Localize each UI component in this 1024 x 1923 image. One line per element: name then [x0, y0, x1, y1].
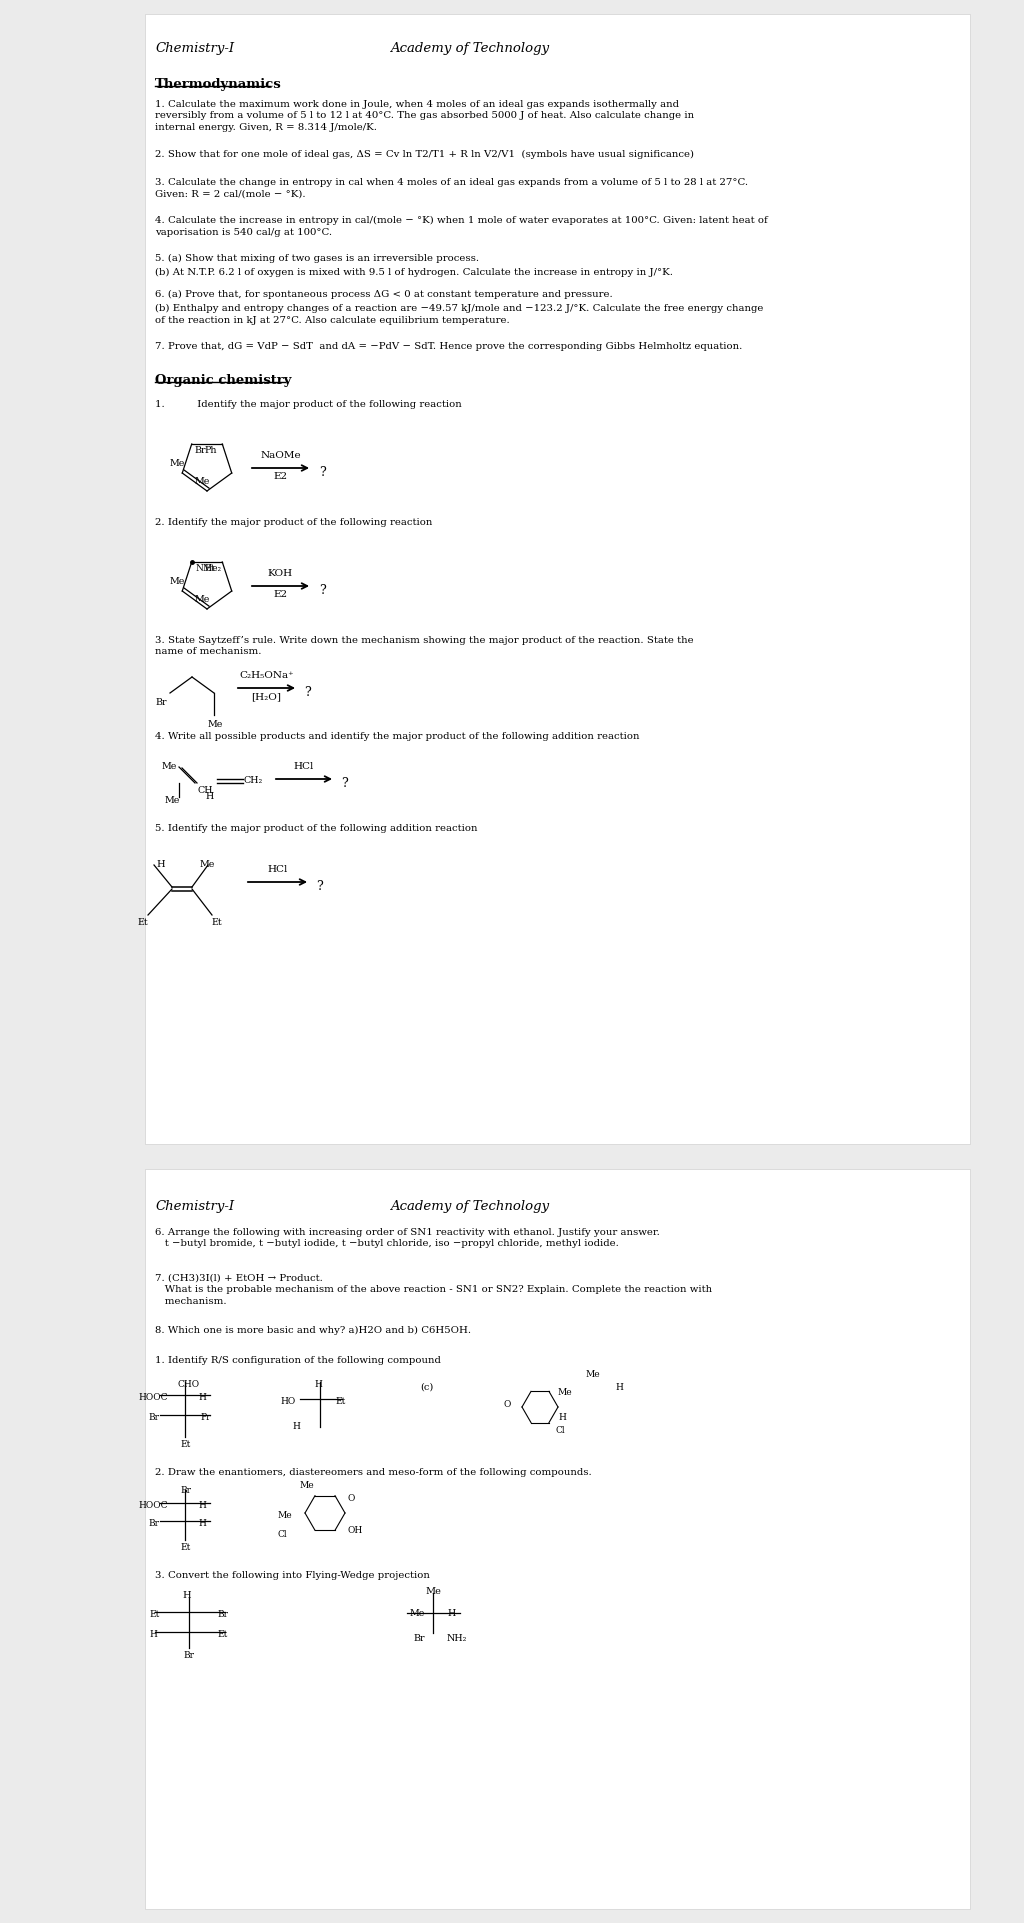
Text: Me: Me — [170, 460, 185, 467]
Text: Et: Et — [217, 1629, 227, 1638]
Text: H: H — [198, 1392, 206, 1402]
Text: H: H — [205, 792, 213, 800]
Text: 2. Draw the enantiomers, diastereomers and meso-form of the following compounds.: 2. Draw the enantiomers, diastereomers a… — [155, 1467, 592, 1477]
Text: H: H — [182, 1590, 190, 1600]
Text: Me: Me — [162, 762, 177, 771]
Text: CH: CH — [197, 787, 213, 794]
Text: (b) Enthalpy and entropy changes of a reaction are −49.57 kJ/mole and −123.2 J/°: (b) Enthalpy and entropy changes of a re… — [155, 304, 763, 325]
Text: (b) At N.T.P. 6.2 l of oxygen is mixed with 9.5 l of hydrogen. Calculate the inc: (b) At N.T.P. 6.2 l of oxygen is mixed w… — [155, 267, 673, 277]
Text: 2. Show that for one mole of ideal gas, ΔS = Cv ln T2/T1 + R ln V2/V1  (symbols : 2. Show that for one mole of ideal gas, … — [155, 150, 694, 160]
Text: O: O — [347, 1494, 354, 1502]
Text: 6. Arrange the following with increasing order of SN1 reactivity with ethanol. J: 6. Arrange the following with increasing… — [155, 1227, 659, 1248]
Text: HOOC: HOOC — [138, 1500, 168, 1510]
Text: 1. Identify R/S configuration of the following compound: 1. Identify R/S configuration of the fol… — [155, 1356, 441, 1363]
Text: Br: Br — [180, 1485, 191, 1494]
Text: Cl: Cl — [278, 1529, 287, 1538]
Text: Ph: Ph — [204, 446, 217, 454]
Text: CH₂: CH₂ — [243, 775, 262, 785]
Text: Br: Br — [156, 698, 168, 706]
Text: C₂H₅ONa⁺: C₂H₅ONa⁺ — [240, 671, 294, 679]
Text: 1. Calculate the maximum work done in Joule, when 4 moles of an ideal gas expand: 1. Calculate the maximum work done in Jo… — [155, 100, 694, 133]
Text: Me: Me — [585, 1369, 600, 1379]
Text: Me: Me — [195, 477, 210, 487]
Text: HO: HO — [280, 1396, 295, 1406]
Text: Chemistry-I: Chemistry-I — [155, 42, 234, 56]
Text: H: H — [292, 1421, 300, 1431]
Text: 5. (a) Show that mixing of two gases is an irreversible process.: 5. (a) Show that mixing of two gases is … — [155, 254, 479, 263]
Text: ?: ? — [304, 687, 310, 698]
Text: 2. Identify the major product of the following reaction: 2. Identify the major product of the fol… — [155, 517, 432, 527]
Text: Me: Me — [200, 860, 215, 869]
Text: H: H — [615, 1383, 623, 1390]
Text: E2: E2 — [273, 471, 288, 481]
Text: Me: Me — [208, 719, 223, 729]
Text: ?: ? — [316, 879, 323, 892]
Text: HCl: HCl — [294, 762, 314, 771]
Text: Me: Me — [165, 796, 180, 804]
Text: E2: E2 — [273, 590, 288, 598]
Text: HOOC: HOOC — [138, 1392, 168, 1402]
Text: Academy of Technology: Academy of Technology — [390, 1200, 549, 1211]
Text: H: H — [314, 1379, 322, 1388]
Text: ?: ? — [319, 465, 326, 479]
Text: Br: Br — [217, 1610, 228, 1617]
Text: Et: Et — [212, 917, 222, 927]
Text: CHO: CHO — [178, 1379, 200, 1388]
Text: Br: Br — [183, 1650, 194, 1660]
Text: 6. (a) Prove that, for spontaneous process ΔG < 0 at constant temperature and pr: 6. (a) Prove that, for spontaneous proce… — [155, 290, 612, 298]
Text: 3. Calculate the change in entropy in cal when 4 moles of an ideal gas expands f: 3. Calculate the change in entropy in ca… — [155, 179, 749, 198]
Text: Chemistry-I: Chemistry-I — [155, 1200, 234, 1211]
Text: HCl: HCl — [267, 865, 288, 873]
Text: NMe₂: NMe₂ — [196, 563, 222, 573]
Text: 8. Which one is more basic and why? a)H2O and b) C6H5OH.: 8. Which one is more basic and why? a)H2… — [155, 1325, 471, 1335]
Text: Me: Me — [195, 594, 210, 604]
Bar — [145, 1169, 970, 1910]
Text: Br: Br — [195, 446, 206, 454]
Text: Et: Et — [335, 1396, 345, 1406]
Text: KOH: KOH — [268, 569, 293, 577]
Text: 7. (CH3)3I(l) + EtOH → Product.
   What is the probable mechanism of the above r: 7. (CH3)3I(l) + EtOH → Product. What is … — [155, 1273, 712, 1306]
Text: 3. State Saytzeff’s rule. Write down the mechanism showing the major product of : 3. State Saytzeff’s rule. Write down the… — [155, 637, 693, 656]
Text: Et: Et — [150, 1610, 160, 1617]
Text: O: O — [504, 1400, 511, 1408]
Text: Me: Me — [410, 1608, 425, 1617]
Text: ?: ? — [341, 777, 348, 790]
Text: Et: Et — [204, 563, 215, 573]
Text: (c): (c) — [420, 1383, 433, 1390]
Bar — [145, 15, 970, 1144]
Text: 4. Write all possible products and identify the major product of the following a: 4. Write all possible products and ident… — [155, 731, 640, 740]
Text: Me: Me — [558, 1386, 572, 1396]
Text: Me: Me — [170, 577, 185, 587]
Text: Et: Et — [138, 917, 148, 927]
Text: 4. Calculate the increase in entropy in cal/(mole − °K) when 1 mole of water eva: 4. Calculate the increase in entropy in … — [155, 215, 768, 237]
Text: 3. Convert the following into Flying-Wedge projection: 3. Convert the following into Flying-Wed… — [155, 1571, 430, 1579]
Text: [H₂O]: [H₂O] — [252, 692, 282, 700]
Text: NaOMe: NaOMe — [260, 450, 301, 460]
Text: OH: OH — [347, 1525, 362, 1535]
Text: ?: ? — [319, 585, 326, 596]
Text: Academy of Technology: Academy of Technology — [390, 42, 549, 56]
Text: H: H — [198, 1519, 206, 1527]
Text: Pr: Pr — [200, 1411, 211, 1421]
Text: Thermodynamics: Thermodynamics — [155, 79, 282, 90]
Text: H: H — [198, 1500, 206, 1510]
Text: Br: Br — [148, 1519, 159, 1527]
Text: Me: Me — [278, 1510, 292, 1519]
Text: Cl: Cl — [556, 1425, 565, 1435]
Text: 5. Identify the major product of the following addition reaction: 5. Identify the major product of the fol… — [155, 823, 477, 833]
Text: Br: Br — [148, 1411, 159, 1421]
Text: Me: Me — [425, 1586, 441, 1596]
Text: 1.          Identify the major product of the following reaction: 1. Identify the major product of the fol… — [155, 400, 462, 410]
Text: NH₂: NH₂ — [447, 1633, 467, 1642]
Text: 7. Prove that, dG = VdP − SdT  and dA = −PdV − SdT. Hence prove the correspondin: 7. Prove that, dG = VdP − SdT and dA = −… — [155, 342, 742, 350]
Text: H: H — [150, 1629, 157, 1638]
Text: Et: Et — [180, 1542, 190, 1552]
Text: Br: Br — [413, 1633, 425, 1642]
Text: H: H — [156, 860, 165, 869]
Text: Organic chemistry: Organic chemistry — [155, 373, 292, 387]
Text: H: H — [447, 1608, 456, 1617]
Text: H: H — [558, 1411, 566, 1421]
Text: Me: Me — [300, 1481, 314, 1488]
Text: Et: Et — [180, 1438, 190, 1448]
